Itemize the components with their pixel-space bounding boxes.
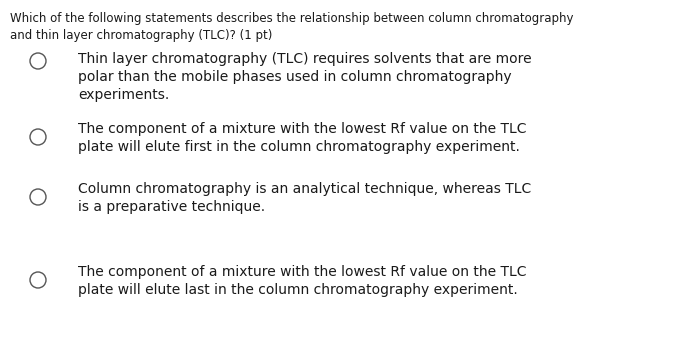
Text: The component of a mixture with the lowest Rf value on the TLC
plate will elute : The component of a mixture with the lowe… (78, 122, 526, 154)
Text: The component of a mixture with the lowest Rf value on the TLC
plate will elute : The component of a mixture with the lowe… (78, 265, 526, 297)
Text: Which of the following statements describes the relationship between column chro: Which of the following statements descri… (10, 12, 573, 42)
Text: Column chromatography is an analytical technique, whereas TLC
is a preparative t: Column chromatography is an analytical t… (78, 182, 531, 214)
Text: Thin layer chromatography (TLC) requires solvents that are more
polar than the m: Thin layer chromatography (TLC) requires… (78, 52, 532, 102)
